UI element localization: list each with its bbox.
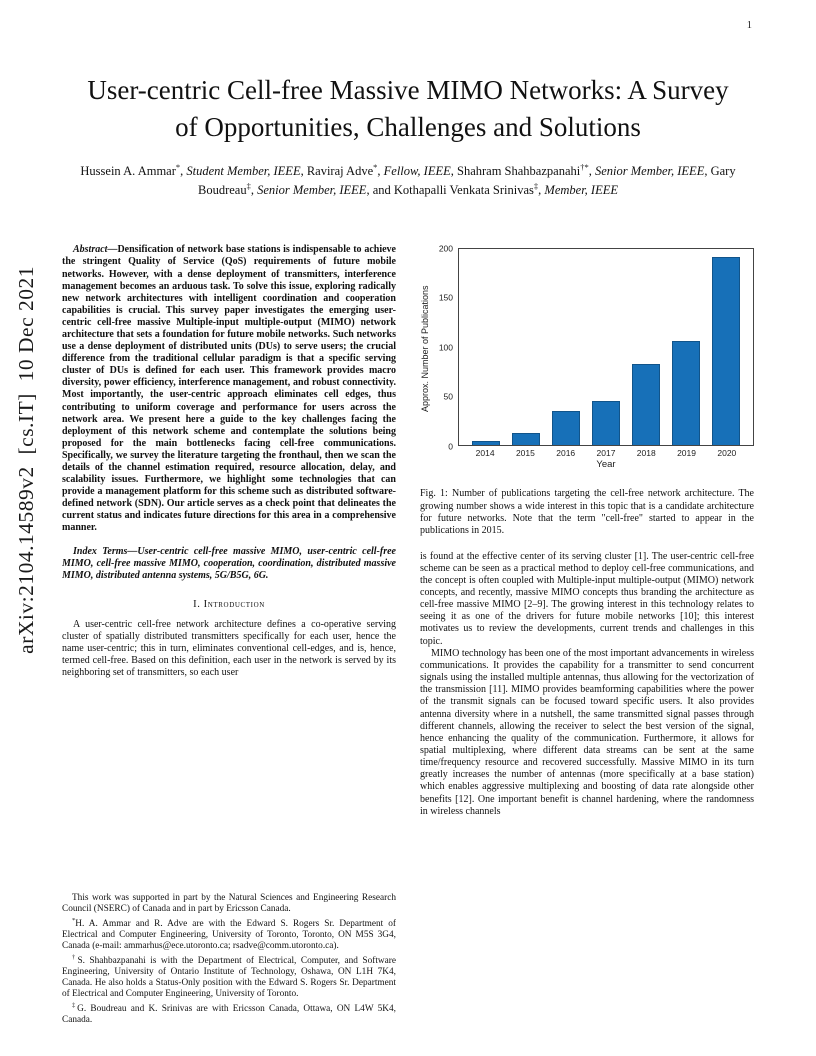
author-name-segment: ,: [250, 183, 258, 198]
intro-paragraph: A user-centric cell-free network archite…: [62, 618, 396, 679]
chart-body: 0 50 100 150 200 2014 2015 2016 2017 2018 2019 202…: [434, 244, 754, 478]
x-tick-label: 2014: [475, 448, 495, 459]
footnote-marker: †: [72, 954, 78, 962]
footnote-affiliation-2: †S. Shahbazpanahi is with the Department…: [62, 954, 396, 1000]
figure-caption-text: Number of publications targeting the cel…: [420, 488, 754, 537]
y-axis-label: Approx. Number of Publications: [420, 286, 430, 413]
footnote-marker: ‡: [72, 1002, 78, 1010]
bar-2017: [592, 401, 620, 446]
authors: Hussein A. Ammar*, Student Member, IEEE,…: [76, 161, 740, 201]
abstract-label: Abstract—: [73, 244, 118, 256]
y-tick-label: 100: [438, 342, 453, 353]
index-terms-text: User-centric cell-free massive MIMO, use…: [62, 545, 396, 581]
figure-caption: Fig. 1: Number of publications targeting…: [420, 488, 754, 537]
x-tick-label: 2018: [636, 448, 656, 459]
author-name-segment: Hussein A. Ammar: [80, 163, 176, 178]
bar-slot: [626, 249, 666, 446]
y-tick-label: 150: [438, 292, 453, 303]
footnote-affiliation-1: *H. A. Ammar and R. Adve are with the Ed…: [62, 917, 396, 952]
footnote-marker: *: [72, 917, 76, 925]
author-name-segment: , Shahram Shahbazpanahi: [450, 163, 581, 178]
author-name-segment: Member, IEEE: [544, 183, 618, 198]
bar-slot: [706, 249, 746, 446]
author-affiliation-mark: †*: [580, 161, 589, 172]
footnote-funding: This work was supported in part by the N…: [62, 893, 396, 915]
bar-2019: [672, 341, 700, 446]
bar-2018: [632, 363, 660, 446]
x-axis-label: Year: [596, 459, 616, 471]
index-terms: Index Terms—User-centric cell-free massi…: [62, 546, 396, 582]
bar-2016: [552, 411, 580, 446]
arxiv-watermark: arXiv:2104.14589v2 [cs.IT] 10 Dec 2021: [14, 266, 38, 654]
abstract-text: Densification of network base stations i…: [62, 244, 396, 534]
author-name-segment: , Gary Boudreau: [197, 163, 736, 198]
bar-slot: [546, 249, 586, 446]
bar-slot: [586, 249, 626, 446]
axis-spacer: [434, 448, 458, 458]
publications-bar-chart: Approx. Number of Publications 0 50 100 150…: [420, 244, 754, 478]
x-tick-label: 2016: [556, 448, 576, 459]
right-column: Approx. Number of Publications 0 50 100 150…: [420, 244, 754, 1026]
author-affiliation-mark: ‡: [533, 181, 539, 192]
index-terms-label: Index Terms—: [73, 545, 138, 557]
footnote-affiliation-3: ‡G. Boudreau and K. Srinivas are with Er…: [62, 1002, 396, 1026]
left-column: Abstract—Densification of network base s…: [62, 244, 396, 1026]
abstract: Abstract—Densification of network base s…: [62, 244, 396, 534]
author-affiliation-mark: ‡: [246, 181, 251, 192]
x-tick-label: 2019: [677, 448, 696, 459]
bar-2014: [472, 441, 500, 446]
y-axis-ticks: 0 50 100 150 200: [434, 244, 458, 450]
bar-2020: [712, 257, 740, 446]
paper-title: User-centric Cell-free Massive MIMO Netw…: [87, 75, 729, 143]
author-name-segment: ,: [588, 163, 595, 178]
author-name-segment: , Raviraj Adve: [300, 163, 374, 178]
bar-2015: [512, 432, 540, 446]
body-paragraph-mimo: MIMO technology has been one of the most…: [420, 647, 754, 817]
x-tick-label: 2015: [515, 448, 535, 459]
author-name-segment: Fellow, IEEE: [383, 163, 451, 178]
author-name-segment: Senior Member, IEEE: [257, 183, 367, 198]
author-affiliation-mark: *: [373, 161, 378, 172]
section-heading-introduction: I. Introduction: [193, 598, 265, 610]
footnotes: This work was supported in part by the N…: [62, 885, 396, 1026]
y-tick-label: 200: [438, 244, 453, 254]
plot-area: [458, 248, 754, 447]
author-name-segment: Senior Member, IEEE: [594, 163, 705, 178]
y-tick-label: 50: [443, 391, 453, 402]
author-name-segment: , and Kothapalli Venkata Srinivas: [366, 183, 534, 198]
author-name-segment: Student Member, IEEE: [186, 163, 301, 178]
x-tick-label: 2020: [717, 448, 737, 459]
x-axis-ticks: 2014 2015 2016 2017 2018 2019 2020: [458, 448, 754, 458]
body-paragraph-continuation: is found at the effective center of its …: [420, 550, 754, 647]
author-name-segment: ,: [538, 183, 545, 198]
author-affiliation-mark: *: [175, 161, 181, 172]
author-name-segment: ,: [377, 163, 384, 178]
y-tick-label: 0: [448, 441, 453, 452]
page-number: 1: [746, 20, 752, 31]
bar-slot: [506, 249, 546, 446]
bar-slot: [466, 249, 506, 446]
figure-caption-label: Fig. 1:: [420, 488, 448, 500]
author-name-segment: ,: [180, 163, 187, 178]
two-column-body: Abstract—Densification of network base s…: [62, 244, 754, 1026]
x-tick-label: 2017: [596, 448, 616, 459]
bar-slot: [666, 249, 706, 446]
figure-1: Approx. Number of Publications 0 50 100 150…: [420, 244, 754, 537]
